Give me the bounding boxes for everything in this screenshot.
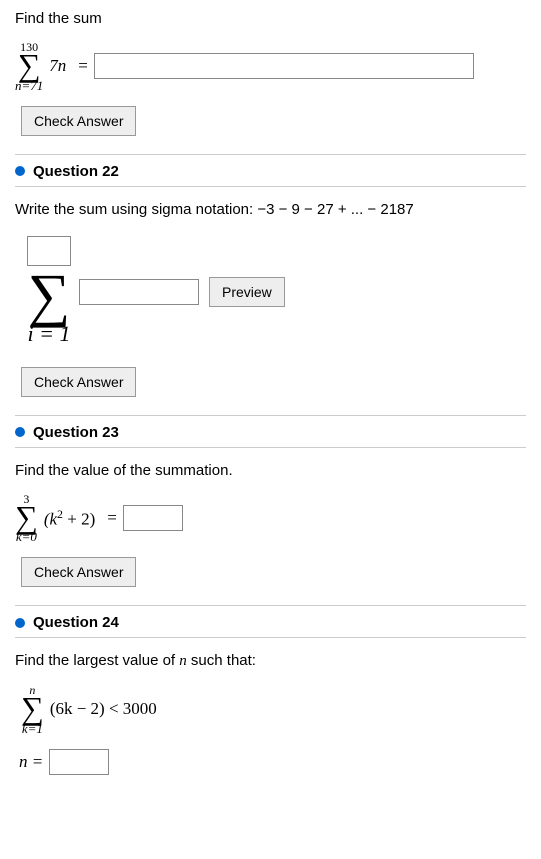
sigma-symbol: ∑: [15, 505, 38, 531]
prompt-post: such that:: [187, 652, 256, 669]
sigma-block: 130 ∑ n=71: [15, 41, 43, 92]
bullet-icon: [15, 427, 25, 437]
q24-prompt: Find the largest value of n such that:: [15, 652, 526, 670]
q21-term: 7n: [49, 56, 66, 76]
check-answer-button[interactable]: Check Answer: [21, 106, 136, 136]
question-title: Question 23: [33, 424, 119, 441]
q23-answer-input[interactable]: [123, 505, 183, 531]
sigma-block: 3 ∑ k=0: [15, 493, 38, 544]
sigma-symbol: ∑: [21, 696, 44, 722]
question-header: Question 23: [15, 416, 526, 448]
bullet-icon: [15, 618, 25, 628]
term-post: + 2): [63, 509, 95, 528]
sigma-lower: n=71: [15, 79, 43, 92]
n-equals: n =: [19, 752, 43, 772]
q24-math: n ∑ k=1 (6k − 2) < 3000: [21, 684, 526, 735]
big-sigma: ∑ i = 1: [27, 236, 71, 345]
question-title: Question 22: [33, 163, 119, 180]
q24-answer-input[interactable]: [49, 749, 109, 775]
question-header: Question 24: [15, 606, 526, 638]
question-title: Question 24: [33, 614, 119, 631]
q22-sigma-row: ∑ i = 1 Preview: [23, 232, 526, 349]
check-answer-button[interactable]: Check Answer: [21, 557, 136, 587]
q23-math: 3 ∑ k=0 (k2 + 2) =: [15, 493, 526, 544]
sigma-lower: k=1: [22, 722, 43, 735]
q21-prompt: Find the sum: [15, 10, 526, 27]
question-21-body: Find the sum 130 ∑ n=71 7n = Check Answe…: [15, 10, 526, 136]
sigma-symbol: ∑: [28, 270, 71, 321]
term-pre: (k: [44, 509, 57, 528]
q23-prompt: Find the value of the summation.: [15, 462, 526, 479]
check-answer-button[interactable]: Check Answer: [21, 367, 136, 397]
equals: =: [107, 508, 117, 528]
sigma-lower: k=0: [16, 530, 37, 543]
question-22: Question 22 Write the sum using sigma no…: [15, 154, 526, 397]
q22-term-group: Preview: [79, 277, 285, 307]
preview-button[interactable]: Preview: [209, 277, 285, 307]
q23-term: (k2 + 2): [44, 507, 95, 530]
equals: =: [78, 56, 88, 76]
q24-answer-row: n =: [19, 749, 526, 775]
sigma-lower: i = 1: [28, 323, 71, 345]
sigma-symbol: ∑: [18, 53, 41, 79]
q22-prompt: Write the sum using sigma notation: −3 −…: [15, 201, 526, 218]
prompt-var: n: [179, 653, 187, 669]
q21-answer-input[interactable]: [94, 53, 474, 79]
q22-term-input[interactable]: [79, 279, 199, 305]
q24-term: (6k − 2) < 3000: [50, 699, 157, 719]
question-23: Question 23 Find the value of the summat…: [15, 415, 526, 588]
prompt-pre: Find the largest value of: [15, 652, 179, 669]
question-24: Question 24 Find the largest value of n …: [15, 605, 526, 775]
question-header: Question 22: [15, 155, 526, 187]
bullet-icon: [15, 166, 25, 176]
q21-math: 130 ∑ n=71 7n =: [15, 41, 526, 92]
sigma-block: n ∑ k=1: [21, 684, 44, 735]
